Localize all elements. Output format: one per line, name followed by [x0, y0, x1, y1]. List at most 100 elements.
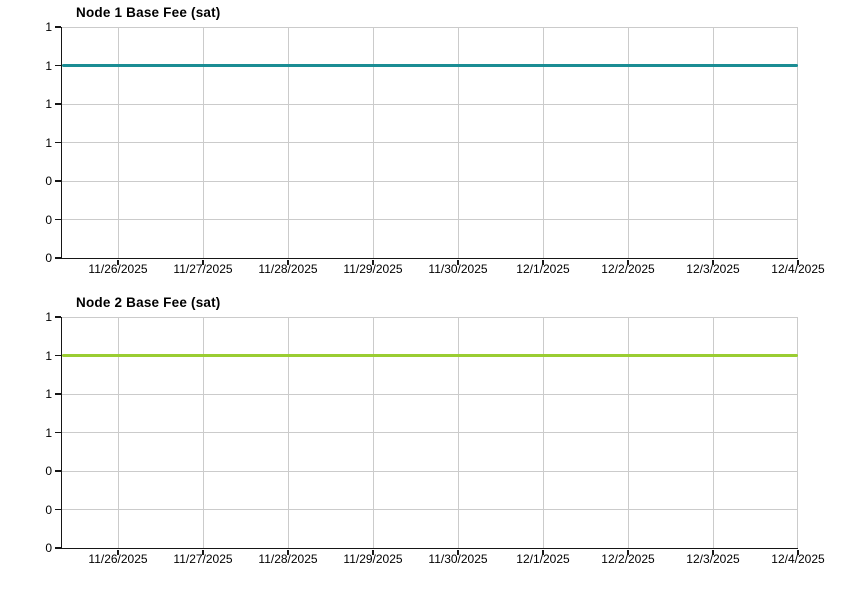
x-tick-label: 11/27/2025 — [173, 262, 233, 276]
x-axis-tick — [202, 260, 204, 265]
x-axis-tick — [287, 550, 289, 555]
x-axis-tick — [457, 550, 459, 555]
y-tick-label: 1 — [45, 348, 52, 363]
y-axis-tick — [54, 103, 61, 105]
x-gridline — [627, 317, 629, 548]
x-tick-label: 12/3/2025 — [686, 552, 740, 566]
x-tick-label: 11/29/2025 — [343, 262, 403, 276]
y-axis-tick — [54, 393, 61, 395]
x-gridline — [796, 27, 798, 258]
y-axis-tick — [54, 354, 61, 357]
y-tick-label: 1 — [45, 387, 52, 401]
x-tick-label: 12/2/2025 — [601, 262, 655, 276]
y-axis-tick — [54, 470, 61, 472]
x-axis-tick — [117, 550, 119, 555]
y-gridline — [61, 509, 798, 510]
series-line-2 — [61, 354, 798, 357]
y-gridline — [61, 219, 798, 220]
chart-node-1-base-fee: Node 1 Base Fee (sat) 1 1 1 1 0 0 0 11/26/2025 1… — [0, 0, 860, 290]
x-axis-tick — [287, 260, 289, 265]
y-gridline — [61, 103, 798, 105]
y-gridline — [61, 432, 798, 433]
y-tick-label: 0 — [45, 251, 52, 265]
x-tick-label: 11/27/2025 — [173, 552, 233, 566]
x-gridline — [457, 27, 459, 258]
x-gridline — [287, 317, 289, 548]
x-tick-label: 12/4/2025 — [771, 262, 825, 276]
y-axis-tick — [54, 257, 61, 259]
x-gridline — [117, 317, 119, 548]
x-axis-tick — [372, 260, 374, 265]
x-gridline — [372, 27, 374, 258]
y-tick-label: 1 — [45, 20, 52, 34]
series-line-1 — [61, 64, 798, 67]
y-tick-label: 1 — [45, 58, 52, 73]
x-gridline — [627, 27, 629, 258]
x-tick-label: 11/30/2025 — [428, 262, 488, 276]
x-gridline — [542, 27, 544, 258]
x-tick-label: 12/1/2025 — [516, 552, 570, 566]
x-axis-tick — [372, 550, 374, 555]
x-tick-label: 11/28/2025 — [258, 552, 318, 566]
x-tick-label: 12/3/2025 — [686, 262, 740, 276]
chart-title: Node 1 Base Fee (sat) — [76, 5, 221, 20]
y-tick-label: 0 — [45, 464, 52, 478]
x-axis-tick — [797, 550, 799, 555]
plot-area — [60, 26, 798, 259]
x-tick-label: 11/26/2025 — [88, 262, 148, 276]
chart-title: Node 2 Base Fee (sat) — [76, 295, 221, 310]
x-axis-tick — [797, 260, 799, 265]
x-axis-tick — [542, 550, 544, 555]
y-axis-tick — [54, 180, 61, 182]
x-axis-tick — [712, 550, 714, 555]
x-axis-tick — [627, 260, 629, 265]
y-gridline — [61, 142, 798, 143]
y-tick-label: 1 — [45, 97, 52, 111]
y-axis-tick — [54, 218, 61, 221]
x-tick-label: 12/2/2025 — [601, 552, 655, 566]
x-axis-tick — [457, 260, 459, 265]
x-gridline — [712, 317, 714, 548]
y-axis-tick — [54, 141, 61, 144]
chart-node-2-base-fee: Node 2 Base Fee (sat) 1 1 1 1 0 0 0 11/26/2025 1… — [0, 290, 860, 580]
x-axis-tick — [627, 550, 629, 555]
x-tick-label: 11/30/2025 — [428, 552, 488, 566]
x-tick-label: 11/28/2025 — [258, 262, 318, 276]
y-axis-tick — [54, 508, 61, 511]
y-axis-tick — [54, 64, 61, 67]
y-tick-label: 0 — [45, 212, 52, 227]
y-tick-label: 0 — [45, 502, 52, 517]
x-gridline — [287, 27, 289, 258]
x-gridline — [712, 27, 714, 258]
y-tick-label: 1 — [45, 310, 52, 324]
y-tick-label: 1 — [45, 425, 52, 440]
x-tick-label: 12/1/2025 — [516, 262, 570, 276]
y-axis-tick — [54, 26, 61, 28]
x-gridline — [202, 27, 204, 258]
x-gridline — [542, 317, 544, 548]
x-gridline — [202, 317, 204, 548]
x-axis-tick — [202, 550, 204, 555]
y-tick-label: 0 — [45, 174, 52, 188]
y-tick-label: 0 — [45, 541, 52, 555]
x-tick-label: 12/4/2025 — [771, 552, 825, 566]
x-axis-tick — [712, 260, 714, 265]
x-gridline — [372, 317, 374, 548]
y-gridline — [61, 470, 798, 472]
x-axis-tick — [117, 260, 119, 265]
y-gridline — [61, 393, 798, 395]
x-gridline — [117, 27, 119, 258]
y-gridline — [61, 180, 798, 182]
x-gridline — [457, 317, 459, 548]
y-gridline — [61, 26, 798, 28]
x-gridline — [796, 317, 798, 548]
plot-area — [60, 316, 798, 549]
y-gridline — [61, 316, 798, 318]
y-tick-label: 1 — [45, 135, 52, 150]
y-axis-tick — [54, 547, 61, 549]
x-tick-label: 11/29/2025 — [343, 552, 403, 566]
y-axis-tick — [54, 431, 61, 434]
x-axis-tick — [542, 260, 544, 265]
y-axis-tick — [54, 316, 61, 318]
